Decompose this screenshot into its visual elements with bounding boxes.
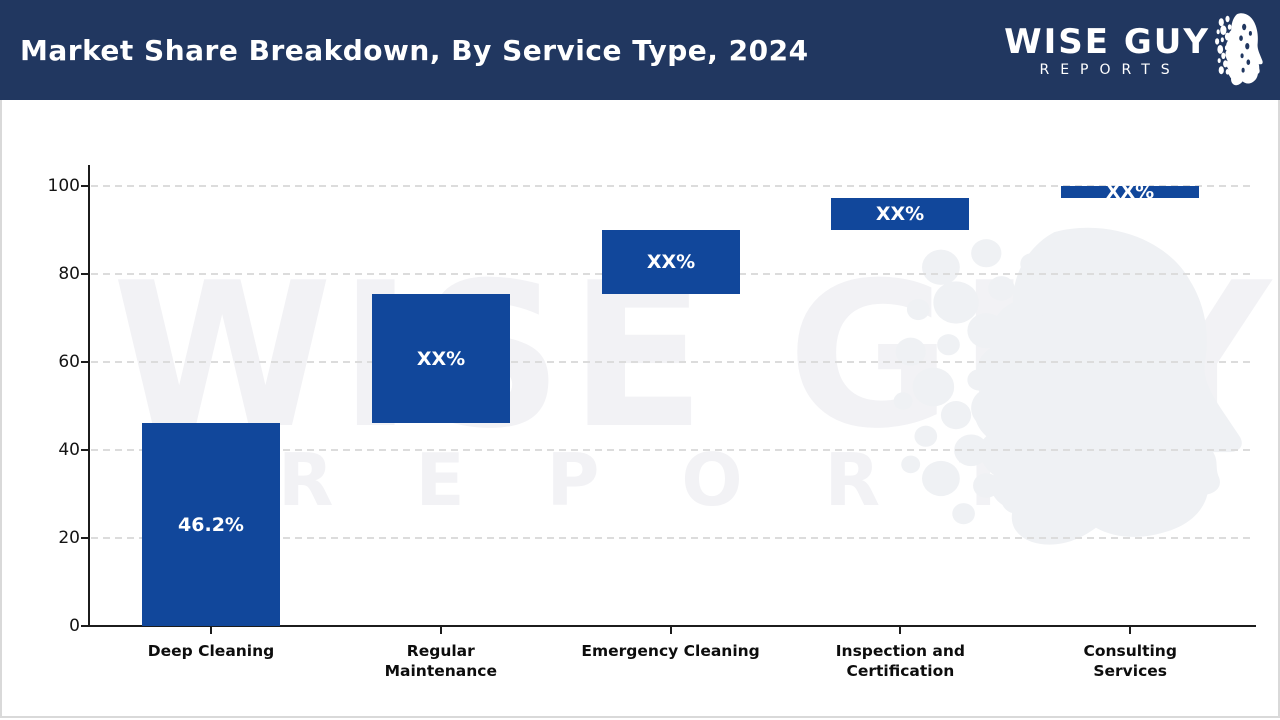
bar-segment-5: XX% <box>1061 181 1199 203</box>
x-category-label-line: Deep Cleaning <box>147 642 275 660</box>
y-tick-mark-100 <box>81 185 89 187</box>
y-axis-line <box>88 165 90 627</box>
y-tick-mark-0 <box>81 625 89 627</box>
bar-value-label: XX% <box>646 251 696 273</box>
y-tick-label: 20 <box>58 528 80 548</box>
x-tick-mark-5 <box>1129 627 1132 634</box>
x-axis-line <box>88 625 1256 627</box>
y-tick-mark-20 <box>81 537 89 539</box>
bar-value-label: 46.2% <box>178 513 244 536</box>
brand-logo: WISE GUY REPORTS <box>1004 8 1266 94</box>
x-category-label-5: Consulting Services <box>1083 641 1176 681</box>
bar-value-label: XX% <box>875 203 925 225</box>
gridline-40 <box>91 449 1255 451</box>
x-category-label-line: Regular <box>406 642 475 660</box>
x-category-label-line: Consulting <box>1083 642 1177 660</box>
bar-segment-4: XX% <box>831 198 969 230</box>
brand-head-icon <box>1215 13 1263 86</box>
x-category-label-1: Deep Cleaning <box>148 641 275 661</box>
bar-segment-1: 46.2% <box>142 423 280 626</box>
x-tick-mark-3 <box>669 627 672 634</box>
gridline-60 <box>91 361 1255 363</box>
x-category-label-line: Maintenance <box>384 662 497 680</box>
x-tick-mark-1 <box>210 627 212 634</box>
y-tick-label: 100 <box>47 176 80 196</box>
bar-segment-2: XX% <box>372 294 510 423</box>
x-tick-mark-2 <box>439 627 442 634</box>
y-tick-label: 60 <box>58 352 80 372</box>
y-tick-label: 0 <box>69 616 80 636</box>
y-tick-mark-40 <box>81 449 89 451</box>
bar-value-label: XX% <box>1105 181 1155 203</box>
x-category-label-line: Inspection and <box>835 642 965 660</box>
y-tick-label: 40 <box>58 440 80 460</box>
x-category-label-4: Inspection and Certification <box>836 641 965 681</box>
x-category-label-2: Regular Maintenance <box>385 641 497 681</box>
y-tick-mark-60 <box>81 361 89 363</box>
x-tick-mark-4 <box>899 627 902 634</box>
brand-reports-label: REPORTS <box>1039 62 1181 78</box>
bar-value-label: XX% <box>416 347 466 370</box>
x-category-label-line: Emergency Cleaning <box>581 642 760 660</box>
page-title: Market Share Breakdown, By Service Type,… <box>20 34 809 67</box>
gridline-20 <box>91 537 1255 539</box>
x-category-label-line: Certification <box>846 662 955 680</box>
y-tick-label: 80 <box>58 264 80 284</box>
bar-segment-3: XX% <box>602 230 740 294</box>
x-category-label-3: Emergency Cleaning <box>581 641 759 661</box>
x-category-label-line: Services <box>1093 662 1168 680</box>
header-bar: Market Share Breakdown, By Service Type,… <box>0 0 1280 100</box>
gridline-100 <box>91 185 1255 187</box>
y-tick-mark-80 <box>81 273 89 275</box>
brand-wordmark: WISE GUY <box>1004 22 1210 62</box>
